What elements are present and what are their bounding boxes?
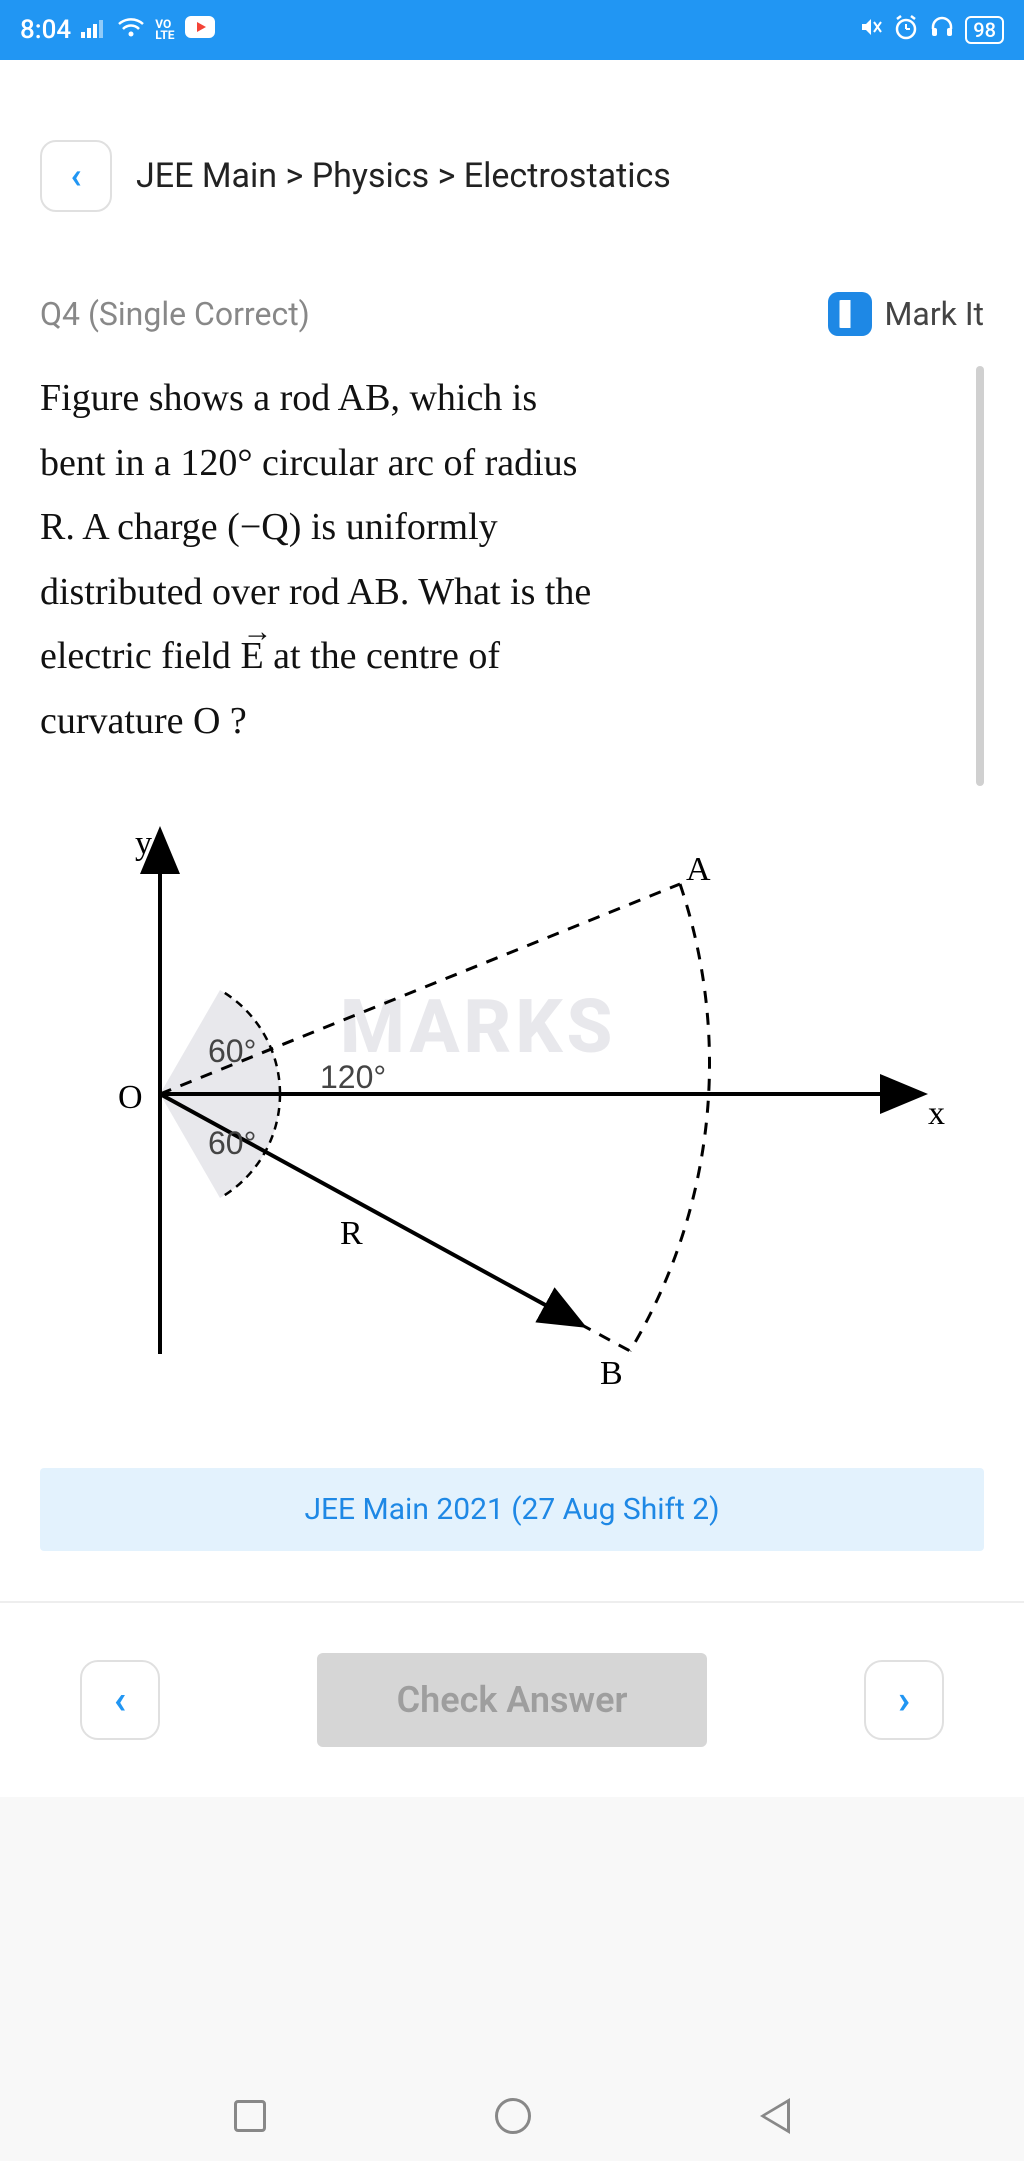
breadcrumb-row: ‹ JEE Main > Physics > Electrostatics [40, 60, 984, 252]
breadcrumb[interactable]: JEE Main > Physics > Electrostatics [136, 156, 671, 196]
spacer [0, 1797, 1024, 2071]
headset-icon [929, 14, 955, 47]
question-header: Q4 (Single Correct) Mark It [40, 252, 984, 366]
label-120: 120° [320, 1059, 386, 1095]
label-A: A [686, 851, 711, 888]
system-nav-bar [0, 2071, 1024, 2161]
status-time: 8:04 [20, 15, 71, 45]
bottom-bar: ‹ Check Answer › [40, 1603, 984, 1797]
recents-icon[interactable] [234, 2100, 266, 2132]
exam-tag[interactable]: JEE Main 2021 (27 Aug Shift 2) [40, 1468, 984, 1551]
q-line-5: electric field →E at the centre of [40, 624, 954, 689]
bookmark-icon [828, 292, 872, 336]
youtube-icon [185, 15, 215, 45]
mark-it-label: Mark It [884, 295, 984, 333]
next-question-button[interactable]: › [864, 1660, 944, 1740]
content-area: ‹ JEE Main > Physics > Electrostatics Q4… [0, 60, 1024, 1797]
volte-label: VO LTE [155, 19, 174, 41]
q-line-1: Figure shows a rod AB, which is [40, 366, 954, 431]
label-y: y [135, 825, 152, 862]
prev-question-button[interactable]: ‹ [80, 1660, 160, 1740]
wifi-icon [117, 15, 145, 45]
label-O: O [118, 1079, 143, 1116]
home-icon[interactable] [495, 2098, 531, 2134]
q-line-6: curvature O ? [40, 689, 954, 754]
mute-icon [859, 15, 883, 46]
q-line-3: R. A charge (−Q) is uniformly [40, 495, 954, 560]
label-R: R [340, 1215, 363, 1252]
label-x: x [928, 1095, 945, 1132]
label-60-bot: 60° [208, 1125, 256, 1161]
diagram-svg: y x O A B R 60° 60° 120° [40, 794, 960, 1394]
mark-it-button[interactable]: Mark It [828, 292, 984, 336]
battery-icon: 98 [965, 16, 1004, 44]
label-B: B [600, 1355, 623, 1392]
scroll-indicator[interactable] [976, 366, 984, 786]
signal-icon [81, 15, 107, 45]
status-bar: 8:04 VO LTE 98 [0, 0, 1024, 60]
back-button[interactable]: ‹ [40, 140, 112, 212]
q-line-4: distributed over rod AB. What is the [40, 560, 954, 625]
check-answer-button[interactable]: Check Answer [317, 1653, 708, 1747]
alarm-icon [893, 14, 919, 47]
status-left: 8:04 VO LTE [20, 15, 215, 45]
status-right: 98 [859, 14, 1004, 47]
question-number: Q4 (Single Correct) [40, 295, 310, 333]
diagram: MARKS [40, 754, 984, 1448]
label-60-top: 60° [208, 1033, 256, 1069]
question-text: Figure shows a rod AB, which is bent in … [40, 366, 984, 754]
q-line-2: bent in a 120° circular arc of radius [40, 431, 954, 496]
back-icon[interactable] [760, 2098, 790, 2134]
